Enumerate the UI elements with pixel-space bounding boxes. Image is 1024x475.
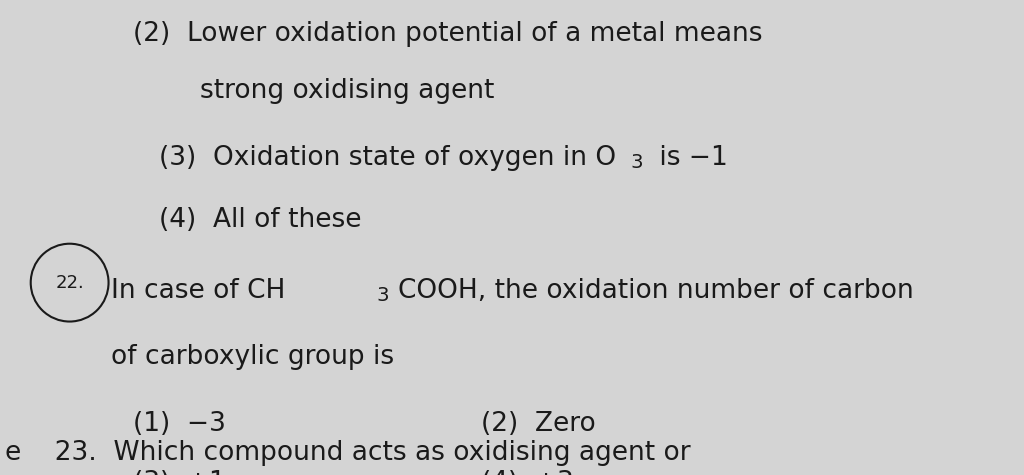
Text: is −1: is −1 — [651, 145, 728, 171]
Text: (3)  Oxidation state of oxygen in O: (3) Oxidation state of oxygen in O — [159, 145, 615, 171]
Text: (4)  All of these: (4) All of these — [159, 207, 361, 233]
Text: (2)  Zero: (2) Zero — [481, 411, 596, 437]
Text: In case of CH: In case of CH — [111, 278, 285, 304]
Text: (4)  +3: (4) +3 — [481, 470, 574, 475]
Text: (1)  −3: (1) −3 — [133, 411, 226, 437]
Text: (2)  Lower oxidation potential of a metal means: (2) Lower oxidation potential of a metal… — [133, 21, 763, 48]
Text: 3: 3 — [377, 286, 389, 305]
Text: of carboxylic group is: of carboxylic group is — [111, 344, 393, 370]
Text: 22.: 22. — [55, 274, 84, 292]
Text: (3)  +1: (3) +1 — [133, 470, 226, 475]
Text: strong oxidising agent: strong oxidising agent — [200, 78, 494, 104]
Text: 3: 3 — [631, 153, 643, 172]
Text: COOH, the oxidation number of carbon: COOH, the oxidation number of carbon — [398, 278, 914, 304]
Text: e    23.  Which compound acts as oxidising agent or: e 23. Which compound acts as oxidising a… — [5, 439, 691, 466]
